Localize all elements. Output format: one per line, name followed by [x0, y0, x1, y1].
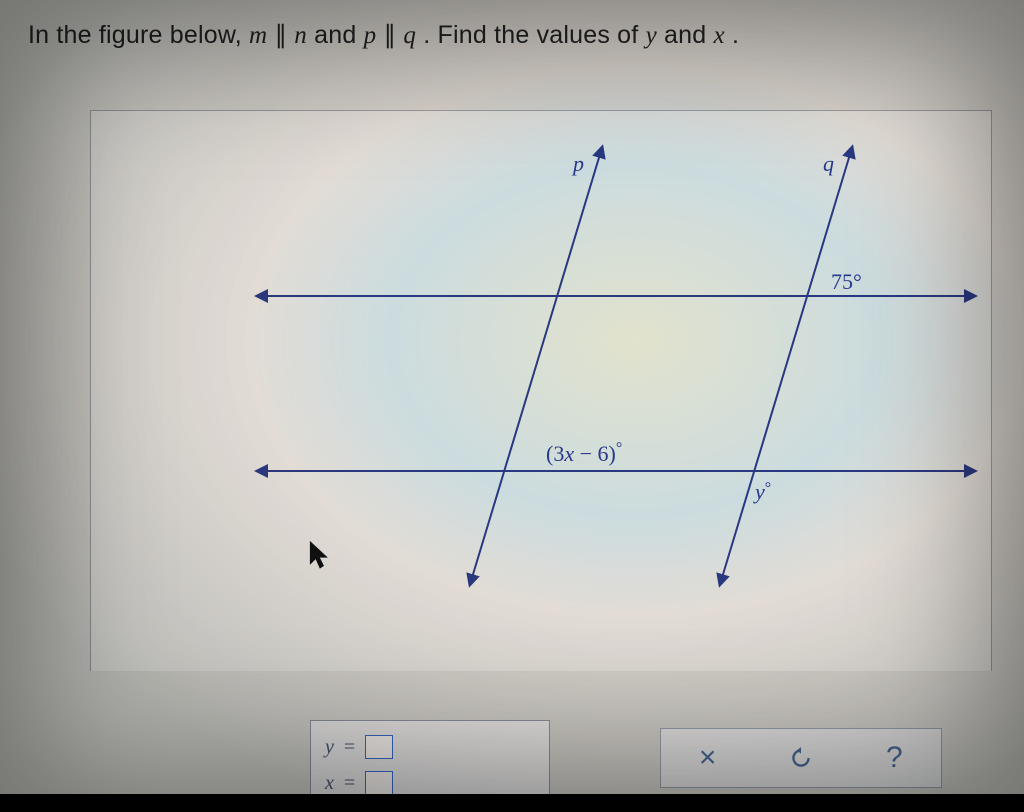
q-var-n: n	[294, 22, 307, 49]
figure-frame: p q 75° (3x − 6)° y°	[90, 110, 992, 671]
q-var-q: q	[403, 22, 416, 49]
answer-row-y: y =	[325, 729, 535, 765]
answer-x-input[interactable]	[365, 771, 393, 795]
line-p	[471, 151, 601, 581]
answer-y-label: y	[325, 736, 334, 759]
answer-x-eq: =	[344, 772, 355, 795]
geometry-diagram: p q 75° (3x − 6)° y°	[91, 111, 991, 671]
angle-75: 75°	[831, 269, 862, 294]
q-par1: ∥	[274, 22, 287, 49]
reset-icon	[788, 745, 814, 771]
q-var-x: x	[714, 22, 725, 49]
q-conj: and	[664, 21, 713, 49]
question-text: In the figure below, m ∥ n and p ∥ q . F…	[28, 20, 739, 50]
q-end: .	[732, 21, 739, 49]
reset-button[interactable]	[773, 738, 829, 778]
label-p: p	[571, 151, 584, 176]
q-mid1: and	[314, 21, 363, 49]
help-icon: ?	[886, 743, 903, 773]
answer-y-input[interactable]	[365, 735, 393, 759]
clear-button[interactable]: ×	[680, 738, 736, 778]
q-var-m: m	[249, 22, 267, 49]
answer-y-eq: =	[344, 736, 355, 759]
angle-3x-6: (3x − 6)°	[546, 440, 622, 466]
q-mid2: . Find the values of	[423, 21, 645, 49]
q-var-p: p	[364, 22, 377, 49]
bottom-black-bar	[0, 794, 1024, 812]
help-button[interactable]: ?	[866, 738, 922, 778]
close-icon: ×	[699, 743, 717, 773]
cursor-icon	[308, 540, 330, 570]
angle-y: y°	[753, 479, 771, 504]
line-q	[721, 151, 851, 581]
q-par2: ∥	[383, 22, 396, 49]
label-q: q	[823, 151, 834, 176]
answer-x-label: x	[325, 772, 334, 795]
tool-box: × ?	[660, 728, 942, 788]
q-var-y: y	[646, 22, 657, 49]
q-prefix: In the figure below,	[28, 21, 249, 49]
